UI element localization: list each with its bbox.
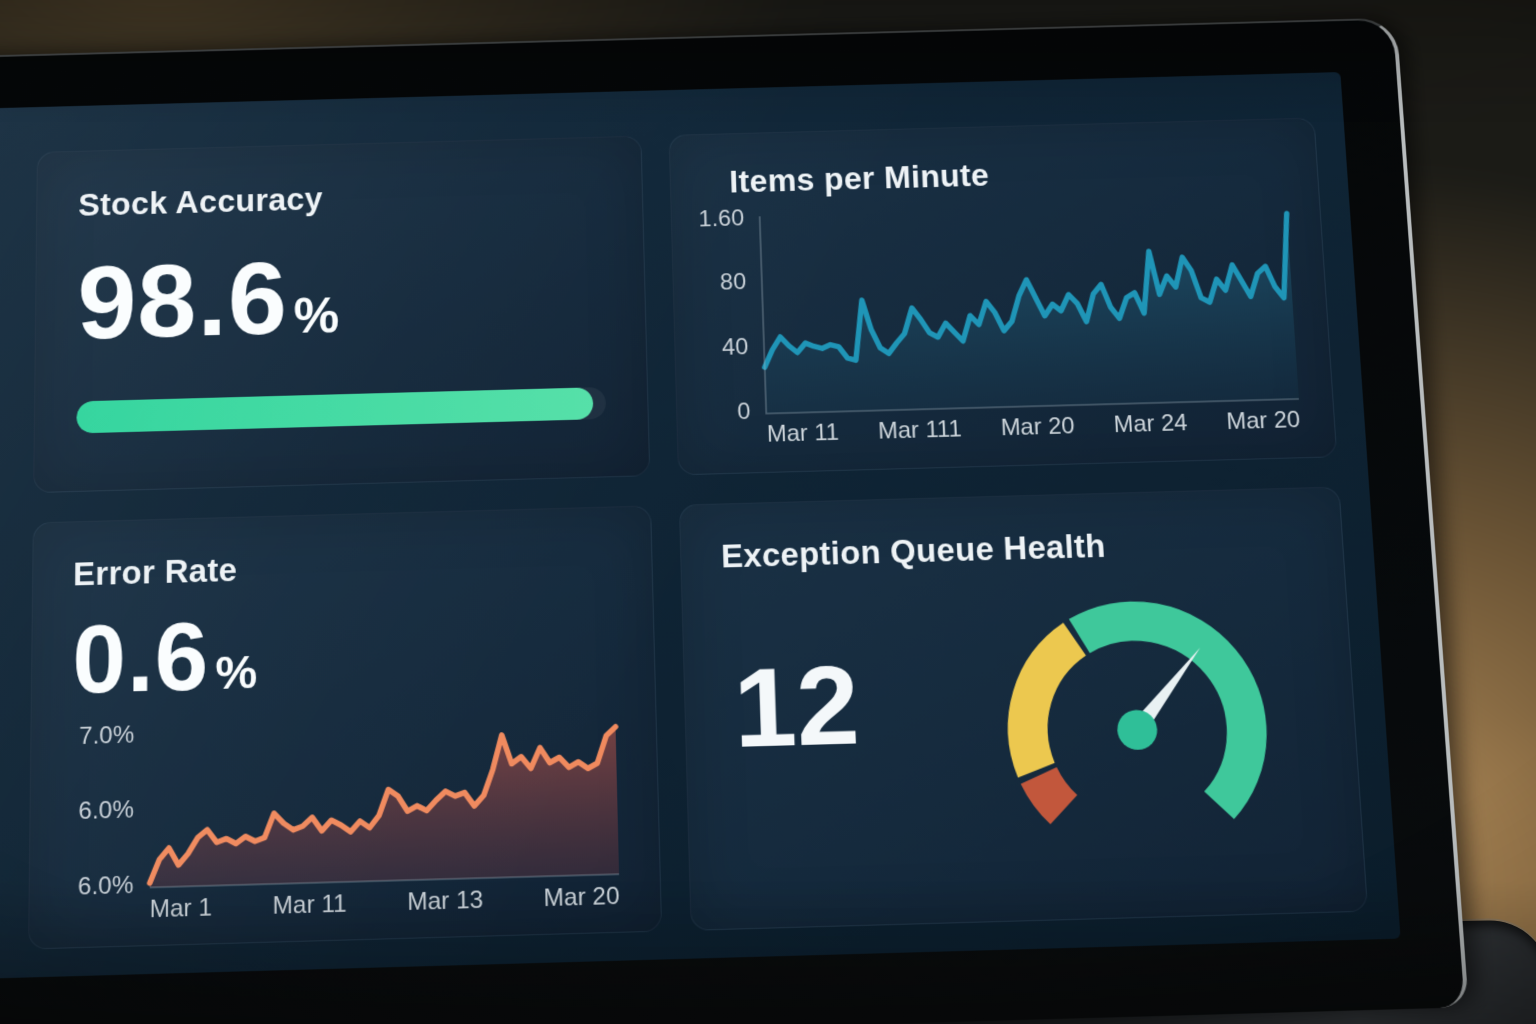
card-title: Error Rate xyxy=(72,551,238,593)
axis-tick-label: 1.60 xyxy=(698,205,745,233)
axis-tick-label: Mar 13 xyxy=(407,886,484,917)
items-per-minute-card: Items per Minute 1.60 80 40 0 xyxy=(668,117,1338,476)
area-chart-svg xyxy=(150,720,619,887)
laptop: Stock Accuracy 98.6 % Items per Minute 1… xyxy=(0,17,1469,1024)
gauge-segment xyxy=(1023,639,1081,770)
axis-tick-label: Mar 11 xyxy=(272,890,347,920)
axis-tick-label: Mar 20 xyxy=(1225,406,1302,435)
axis-tick-label: Mar 111 xyxy=(877,415,963,445)
axis-tick-label: 40 xyxy=(721,333,749,361)
axis-tick-label: 6.0% xyxy=(78,796,134,826)
error-rate-unit: % xyxy=(215,644,258,700)
y-axis-ticks: 1.60 80 40 0 xyxy=(697,205,767,426)
gauge-segment xyxy=(1039,775,1064,811)
error-rate-card: Error Rate 0.6 % 7.0% 6.0% 6.0% xyxy=(28,505,663,950)
laptop-screen: Stock Accuracy 98.6 % Items per Minute 1… xyxy=(0,72,1401,980)
exception-queue-health-card: Exception Queue Health 12 xyxy=(678,486,1369,931)
items-per-minute-chart: 1.60 80 40 0 Mar 11 Ma xyxy=(697,202,1301,448)
chart-area-fill xyxy=(760,213,1299,414)
gauge-row: 12 xyxy=(722,559,1324,889)
gauge-chart xyxy=(960,575,1314,882)
gauge-svg xyxy=(960,575,1314,883)
gauge-segment xyxy=(1079,618,1252,809)
card-title: Items per Minute xyxy=(728,157,990,200)
stock-accuracy-unit: % xyxy=(293,287,340,345)
axis-tick-label: Mar 1 xyxy=(149,893,213,924)
gauge-needle xyxy=(1126,647,1206,736)
error-rate-chart: 7.0% 6.0% 6.0% Mar 1 xyxy=(64,720,620,925)
axis-tick-label: 6.0% xyxy=(77,871,134,901)
axis-tick-label: Mar 20 xyxy=(543,882,620,913)
line-chart-svg xyxy=(760,202,1299,413)
stock-accuracy-value: 98.6 xyxy=(76,239,288,361)
chart-area-fill xyxy=(149,726,620,888)
axis-tick-label: Mar 24 xyxy=(1112,409,1189,439)
card-title: Stock Accuracy xyxy=(78,180,323,223)
axis-tick-label: Mar 20 xyxy=(1000,412,1076,442)
axis-tick-label: 0 xyxy=(736,398,751,426)
line-chart-plot xyxy=(760,202,1299,413)
y-axis-ticks: 7.0% 6.0% 6.0% xyxy=(64,721,150,901)
stock-accuracy-card: Stock Accuracy 98.6 % xyxy=(33,135,651,494)
stock-accuracy-kpi: 98.6 % xyxy=(76,238,604,361)
axis-tick-label: 7.0% xyxy=(78,721,135,751)
error-rate-value: 0.6 xyxy=(71,603,210,715)
stock-accuracy-progress-fill xyxy=(76,387,594,434)
stock-accuracy-progress-track xyxy=(76,386,607,434)
gauge-hub xyxy=(1116,709,1159,751)
area-chart-plot xyxy=(150,720,619,887)
error-rate-kpi: 0.6 % xyxy=(71,598,615,715)
axis-tick-label: Mar 11 xyxy=(766,419,840,448)
dashboard: Stock Accuracy 98.6 % Items per Minute 1… xyxy=(0,72,1401,979)
exception-queue-value: 12 xyxy=(731,642,862,772)
axis-tick-label: 80 xyxy=(719,269,747,296)
